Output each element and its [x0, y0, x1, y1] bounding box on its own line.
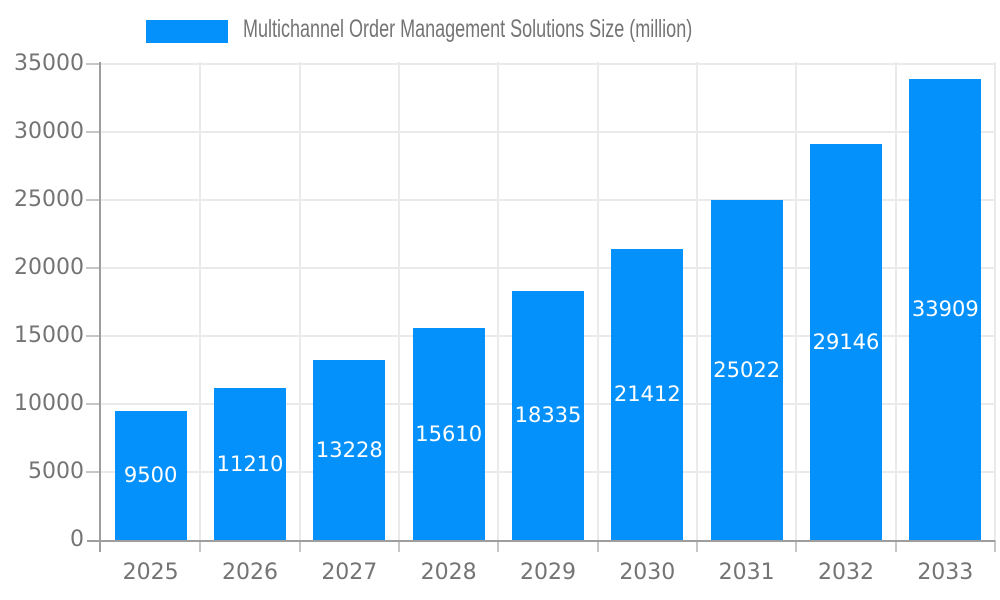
bar-2030[interactable]: 21412: [611, 248, 684, 540]
y-axis-tick-label: 25000: [14, 187, 84, 212]
x-axis-line: [87, 540, 995, 542]
x-tick-mark: [497, 540, 500, 552]
y-axis-line: [99, 62, 101, 552]
y-axis-tick-label: 5000: [28, 459, 84, 484]
x-axis-tick-label: 2026: [221, 560, 278, 585]
x-tick-mark: [894, 540, 897, 552]
bar-value-label: 11210: [216, 451, 284, 476]
bar-2026[interactable]: 11210: [214, 387, 286, 540]
y-tick-mark: [86, 471, 99, 473]
y-tick-mark: [86, 335, 99, 337]
gridline-vertical: [199, 62, 202, 540]
bar-2033[interactable]: 33909: [909, 78, 982, 540]
bar-value-label: 18335: [514, 403, 582, 428]
y-tick-mark: [86, 403, 99, 405]
x-tick-mark: [298, 540, 301, 552]
legend-swatch-icon: [146, 19, 228, 43]
x-tick-mark: [199, 540, 202, 552]
gridline-horizontal: [101, 63, 995, 65]
gridline-vertical: [596, 62, 599, 540]
x-tick-mark: [795, 540, 798, 552]
y-axis-tick-label: 35000: [14, 51, 84, 76]
gridline-horizontal: [101, 131, 995, 133]
y-axis-tick-label: 30000: [14, 119, 84, 144]
gridline-horizontal: [101, 199, 995, 201]
x-axis-tick-label: 2032: [817, 560, 874, 585]
gridline-vertical: [497, 62, 500, 540]
bar-2029[interactable]: 18335: [512, 290, 584, 540]
x-tick-mark: [596, 540, 599, 552]
gridline-vertical: [696, 62, 698, 540]
x-tick-mark: [994, 540, 996, 552]
y-axis-tick-label: 0: [70, 527, 84, 552]
gridline-vertical: [894, 62, 897, 540]
bar-2031[interactable]: 25022: [710, 199, 783, 540]
bar-value-label: 13228: [315, 438, 383, 463]
y-axis-tick-label: 20000: [14, 255, 84, 280]
gridline-vertical: [298, 62, 301, 540]
bar-2032[interactable]: 29146: [810, 143, 882, 540]
x-axis-tick-label: 2028: [420, 560, 477, 585]
gridline-vertical: [398, 62, 400, 540]
y-axis-tick-label: 15000: [14, 323, 84, 348]
bar-value-label: 29146: [812, 329, 880, 354]
bar-2027[interactable]: 13228: [313, 360, 386, 540]
gridline-vertical: [795, 62, 798, 540]
x-axis-tick-label: 2029: [519, 560, 576, 585]
x-axis-tick-label: 2031: [718, 560, 775, 585]
y-axis-tick-label: 10000: [14, 391, 84, 416]
bar-value-label: 33909: [911, 297, 979, 322]
legend-label: Multichannel Order Management Solutions …: [243, 15, 693, 43]
x-tick-mark: [398, 540, 400, 552]
bar-2028[interactable]: 15610: [412, 327, 485, 540]
x-axis-tick-label: 2027: [321, 560, 378, 585]
gridline-vertical: [994, 62, 996, 540]
x-tick-mark: [696, 540, 698, 552]
x-axis-tick-label: 2030: [619, 560, 676, 585]
x-axis-tick-label: 2033: [917, 560, 974, 585]
bar-value-label: 15610: [415, 421, 483, 446]
y-tick-mark: [86, 63, 99, 65]
bar-value-label: 9500: [123, 463, 178, 488]
bar-value-label: 21412: [613, 382, 681, 407]
x-axis-tick-label: 2025: [122, 560, 179, 585]
legend-item[interactable]: Multichannel Order Management Solutions …: [146, 16, 867, 43]
y-tick-mark: [86, 199, 99, 201]
bar-value-label: 25022: [713, 357, 781, 382]
gridline-horizontal: [101, 267, 995, 269]
y-tick-mark: [86, 267, 99, 269]
y-tick-mark: [86, 131, 99, 133]
bar-2025[interactable]: 9500: [114, 410, 187, 540]
